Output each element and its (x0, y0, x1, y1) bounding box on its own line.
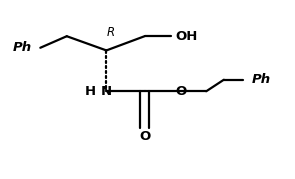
Text: Ph: Ph (252, 73, 271, 86)
Text: Ph: Ph (13, 41, 32, 54)
Text: H: H (85, 85, 96, 98)
Text: OH: OH (176, 30, 198, 43)
Text: N: N (101, 85, 112, 98)
Text: O: O (176, 85, 187, 98)
Text: R: R (107, 26, 115, 39)
Text: O: O (139, 130, 150, 143)
